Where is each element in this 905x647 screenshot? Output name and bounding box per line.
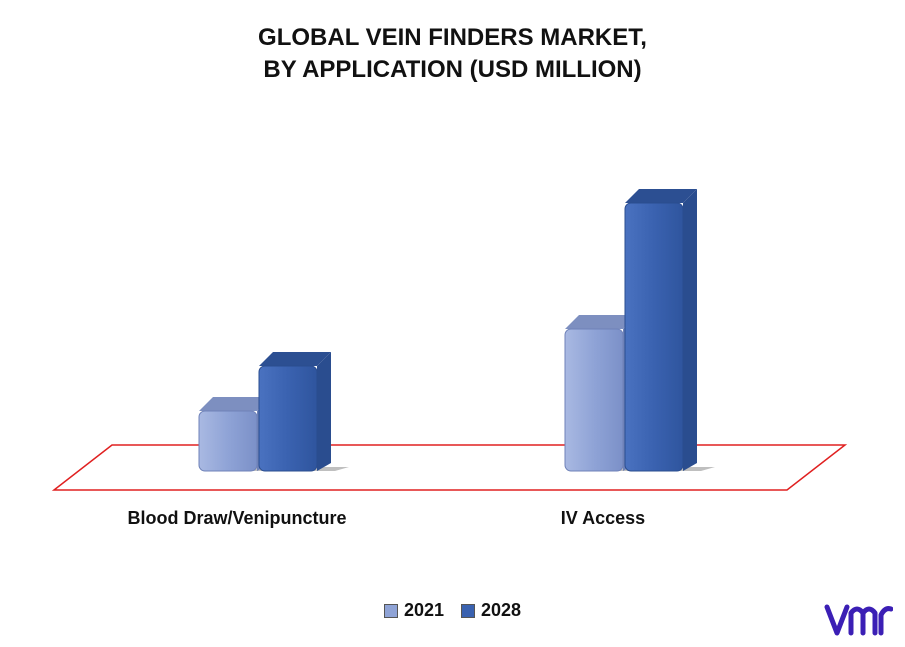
category-label: Blood Draw/Venipuncture — [127, 508, 346, 528]
chart-title-line-2: BY APPLICATION (USD MILLION) — [263, 56, 642, 83]
legend-swatch-2021 — [383, 603, 398, 618]
chart-title: GLOBAL VEIN FINDERS MARKET, BY APPLICATI… — [0, 22, 905, 86]
legend-label-2021: 2021 — [403, 600, 444, 620]
legend: 2021 2028 — [0, 600, 905, 623]
legend-label-2028: 2028 — [481, 600, 522, 620]
bar-top-2028 — [625, 189, 697, 203]
legend-item-2021: 2021 — [383, 600, 444, 621]
bar-side-2028 — [683, 189, 697, 471]
vmr-logo-icon — [824, 604, 893, 636]
bar-side-2028 — [317, 352, 331, 471]
bar-chart: Blood Draw/Venipuncture IV Access — [51, 189, 848, 528]
category-label: IV Access — [561, 508, 645, 528]
bar-top-2021 — [199, 397, 271, 411]
legend-item-2028: 2028 — [461, 600, 521, 621]
bar-top-2021 — [565, 315, 637, 329]
bar-2028-1 — [624, 202, 684, 472]
bar-top-2028 — [259, 352, 331, 366]
chart-title-line-1: GLOBAL VEIN FINDERS MARKET, — [258, 24, 647, 51]
legend-swatch-2028 — [461, 603, 475, 618]
bar-2021-0 — [198, 410, 258, 472]
chart-floor — [51, 444, 848, 491]
bar-2021-1 — [564, 328, 624, 472]
bar-2028-0 — [258, 365, 318, 472]
